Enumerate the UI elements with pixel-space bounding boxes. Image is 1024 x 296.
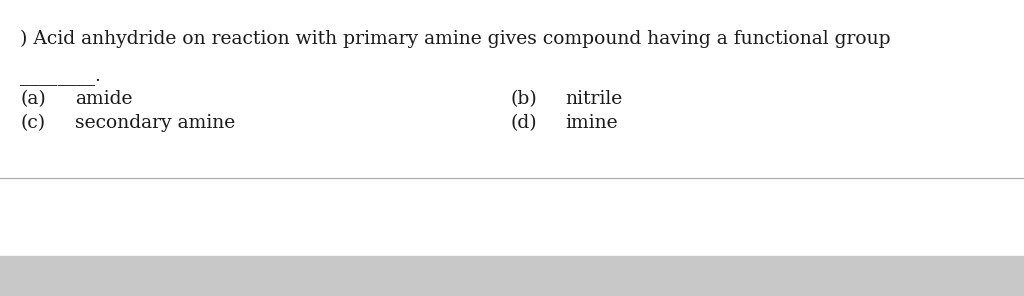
Text: secondary amine: secondary amine — [75, 114, 236, 132]
Text: amide: amide — [75, 90, 132, 108]
Text: (c): (c) — [20, 114, 45, 132]
Text: (b): (b) — [510, 90, 537, 108]
Bar — [0, 256, 1024, 296]
Text: ________.: ________. — [20, 68, 101, 86]
Text: imine: imine — [565, 114, 617, 132]
Text: (a): (a) — [20, 90, 46, 108]
Text: ) Acid anhydride on reaction with primary amine gives compound having a function: ) Acid anhydride on reaction with primar… — [20, 30, 891, 48]
Text: (d): (d) — [510, 114, 537, 132]
Text: nitrile: nitrile — [565, 90, 623, 108]
